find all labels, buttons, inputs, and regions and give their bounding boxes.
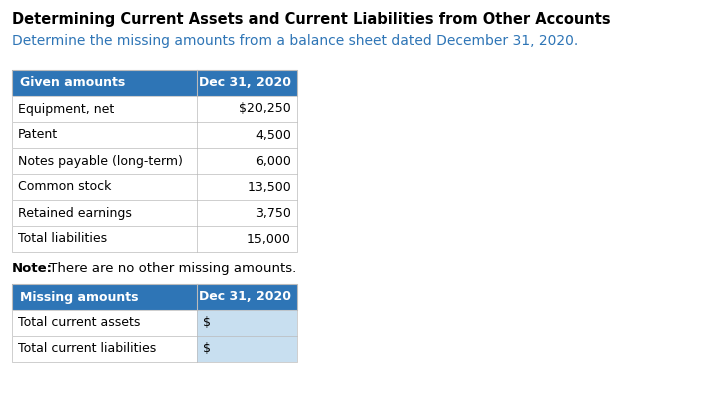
Bar <box>12 96 197 122</box>
Text: Total current assets: Total current assets <box>18 316 141 330</box>
Bar <box>12 148 297 174</box>
Bar <box>197 336 297 362</box>
Text: $20,250: $20,250 <box>239 103 291 115</box>
Bar <box>12 174 297 200</box>
Bar <box>12 310 297 336</box>
Bar <box>197 226 297 252</box>
Bar <box>12 122 197 148</box>
Text: Total liabilities: Total liabilities <box>18 233 107 245</box>
Text: Retained earnings: Retained earnings <box>18 207 132 219</box>
Bar <box>197 310 297 336</box>
Bar <box>12 122 297 148</box>
Text: Dec 31, 2020: Dec 31, 2020 <box>199 77 291 89</box>
Text: There are no other missing amounts.: There are no other missing amounts. <box>45 262 296 275</box>
Text: Determine the missing amounts from a balance sheet dated December 31, 2020.: Determine the missing amounts from a bal… <box>12 34 578 48</box>
Text: Equipment, net: Equipment, net <box>18 103 114 115</box>
Text: Dec 31, 2020: Dec 31, 2020 <box>199 290 291 304</box>
Bar <box>12 96 297 122</box>
Bar <box>12 174 197 200</box>
Bar <box>12 336 297 362</box>
Bar <box>12 226 197 252</box>
Bar <box>197 122 297 148</box>
Bar <box>12 200 197 226</box>
Text: 4,500: 4,500 <box>255 128 291 142</box>
Text: 13,500: 13,500 <box>247 180 291 194</box>
Bar <box>12 70 297 96</box>
Text: $: $ <box>203 342 211 356</box>
Bar <box>12 284 297 310</box>
Text: Common stock: Common stock <box>18 180 111 194</box>
Text: 15,000: 15,000 <box>247 233 291 245</box>
Bar <box>197 174 297 200</box>
Text: Given amounts: Given amounts <box>20 77 125 89</box>
Bar <box>197 148 297 174</box>
Bar <box>12 336 197 362</box>
Text: 3,750: 3,750 <box>255 207 291 219</box>
Text: Determining Current Assets and Current Liabilities from Other Accounts: Determining Current Assets and Current L… <box>12 12 611 27</box>
Text: Patent: Patent <box>18 128 58 142</box>
Bar <box>197 96 297 122</box>
Text: 6,000: 6,000 <box>255 154 291 168</box>
Text: Note:: Note: <box>12 262 53 275</box>
Text: $: $ <box>203 316 211 330</box>
Text: Total current liabilities: Total current liabilities <box>18 342 156 356</box>
Bar <box>12 70 297 96</box>
Text: Notes payable (long-term): Notes payable (long-term) <box>18 154 183 168</box>
Bar <box>12 148 197 174</box>
Text: Missing amounts: Missing amounts <box>20 290 138 304</box>
Bar <box>12 284 297 310</box>
Bar <box>12 226 297 252</box>
Bar <box>197 200 297 226</box>
Bar <box>12 200 297 226</box>
Bar <box>12 310 197 336</box>
